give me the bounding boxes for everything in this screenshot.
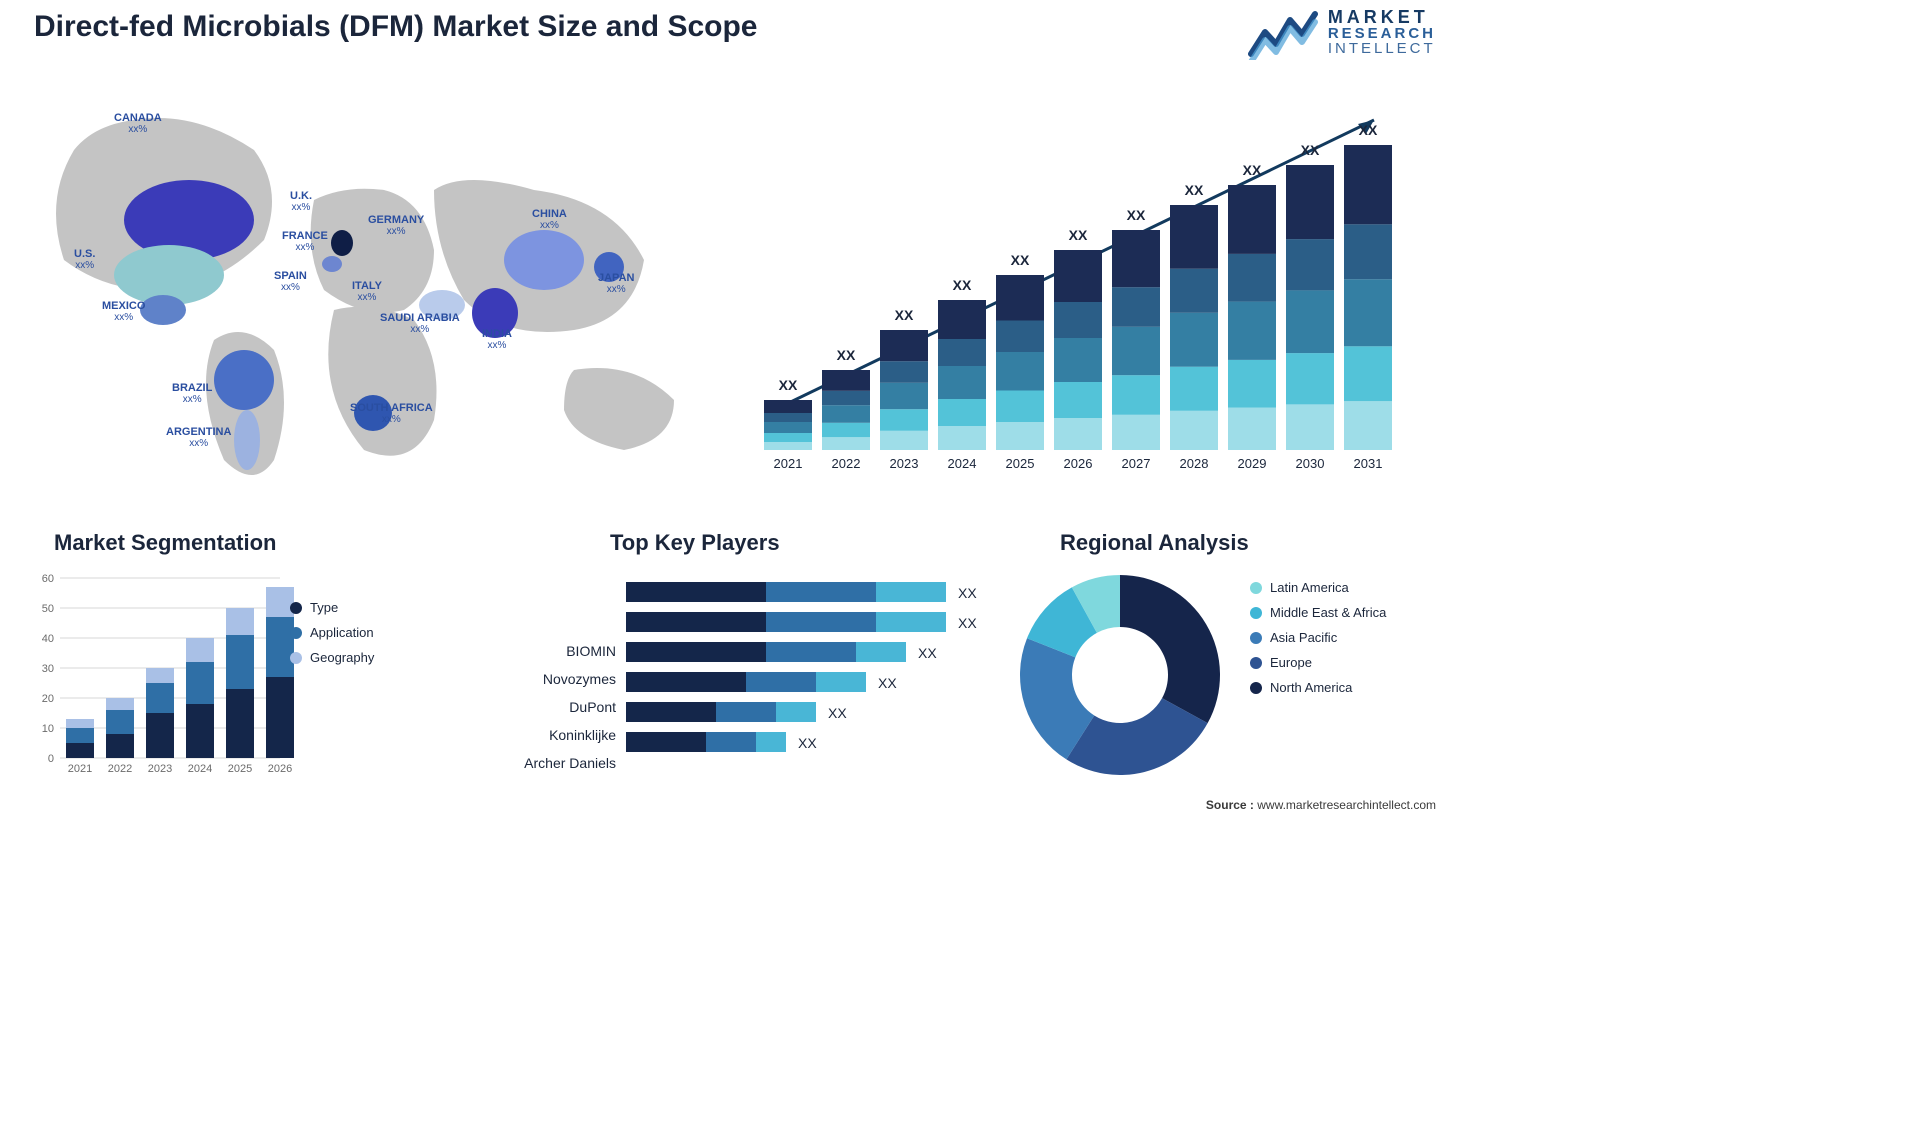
svg-text:2022: 2022 [108,763,132,775]
key-players-chart: XXXXXXXXXXXX [470,570,970,800]
svg-text:XX: XX [953,277,972,293]
svg-text:2025: 2025 [1006,456,1035,471]
svg-text:2024: 2024 [948,456,977,471]
svg-text:XX: XX [1011,252,1030,268]
regional-legend: Latin America Middle East & Africa Asia Pa… [1250,580,1386,705]
svg-text:0: 0 [48,753,54,765]
svg-text:XX: XX [837,347,856,363]
svg-text:XX: XX [1127,207,1146,223]
regional-donut [1010,565,1230,785]
map-label: BRAZILxx% [172,382,212,405]
map-label: INDIAxx% [482,328,512,351]
legend-item: Geography [290,650,374,665]
section-title-segmentation: Market Segmentation [54,530,277,556]
svg-text:XX: XX [1185,182,1204,198]
svg-text:2026: 2026 [268,763,292,775]
svg-text:20: 20 [42,693,54,705]
page-title: Direct-fed Microbials (DFM) Market Size … [34,10,757,44]
legend-item: Asia Pacific [1250,630,1386,645]
map-label: ITALYxx% [352,280,382,303]
source-credit: Source : www.marketresearchintellect.com [1206,798,1436,812]
legend-item: Middle East & Africa [1250,605,1386,620]
brand-logo: MARKET RESEARCH INTELLECT [1248,4,1436,60]
svg-text:2030: 2030 [1296,456,1325,471]
map-label: ARGENTINAxx% [166,426,231,449]
svg-text:2023: 2023 [890,456,919,471]
source-prefix: Source : [1206,798,1257,812]
svg-text:XX: XX [779,377,798,393]
svg-text:2024: 2024 [188,763,212,775]
svg-text:XX: XX [918,645,937,661]
map-label: FRANCExx% [282,230,328,253]
map-label: GERMANYxx% [368,214,424,237]
legend-item: Latin America [1250,580,1386,595]
svg-text:XX: XX [895,307,914,323]
svg-text:2028: 2028 [1180,456,1209,471]
logo-line-2: RESEARCH [1328,26,1436,41]
svg-text:2031: 2031 [1354,456,1383,471]
map-label: SAUDI ARABIAxx% [380,312,460,335]
map-label: CANADAxx% [114,112,162,135]
svg-text:2029: 2029 [1238,456,1267,471]
logo-mark-icon [1248,4,1318,60]
svg-text:2026: 2026 [1064,456,1093,471]
svg-text:XX: XX [1359,122,1378,138]
svg-text:2027: 2027 [1122,456,1151,471]
svg-text:XX: XX [1301,142,1320,158]
svg-text:XX: XX [828,705,847,721]
section-title-key-players: Top Key Players [610,530,780,556]
svg-text:2023: 2023 [148,763,172,775]
svg-text:XX: XX [1069,227,1088,243]
legend-item: Europe [1250,655,1386,670]
svg-text:10: 10 [42,723,54,735]
logo-line-1: MARKET [1328,8,1436,26]
map-label: SOUTH AFRICAxx% [350,402,433,425]
map-label: MEXICOxx% [102,300,145,323]
legend-item: North America [1250,680,1386,695]
legend-item: Type [290,600,374,615]
source-url: www.marketresearchintellect.com [1257,798,1436,812]
svg-text:40: 40 [42,633,54,645]
section-title-regional: Regional Analysis [1060,530,1249,556]
svg-text:50: 50 [42,603,54,615]
map-label: JAPANxx% [598,272,634,295]
map-label: SPAINxx% [274,270,307,293]
svg-text:2021: 2021 [774,456,803,471]
logo-line-3: INTELLECT [1328,41,1436,56]
svg-text:XX: XX [1243,162,1262,178]
map-label: U.K.xx% [290,190,312,213]
svg-text:2021: 2021 [68,763,92,775]
legend-item: Application [290,625,374,640]
map-label: CHINAxx% [532,208,567,231]
segmentation-legend: Type Application Geography [290,600,374,675]
svg-text:XX: XX [878,675,897,691]
svg-text:XX: XX [958,615,977,631]
svg-text:2022: 2022 [832,456,861,471]
svg-text:60: 60 [42,573,54,585]
world-map: CANADAxx% U.S.xx% MEXICOxx% BRAZILxx% ARGENT… [34,90,724,510]
svg-text:30: 30 [42,663,54,675]
svg-text:2025: 2025 [228,763,252,775]
map-label: U.S.xx% [74,248,95,271]
market-size-chart: XX 2021 XX 2022 XX 2023 XX 2024 XX 2025 XX 2026 XX 20… [750,90,1410,490]
svg-text:XX: XX [798,735,817,751]
svg-text:XX: XX [958,585,977,601]
